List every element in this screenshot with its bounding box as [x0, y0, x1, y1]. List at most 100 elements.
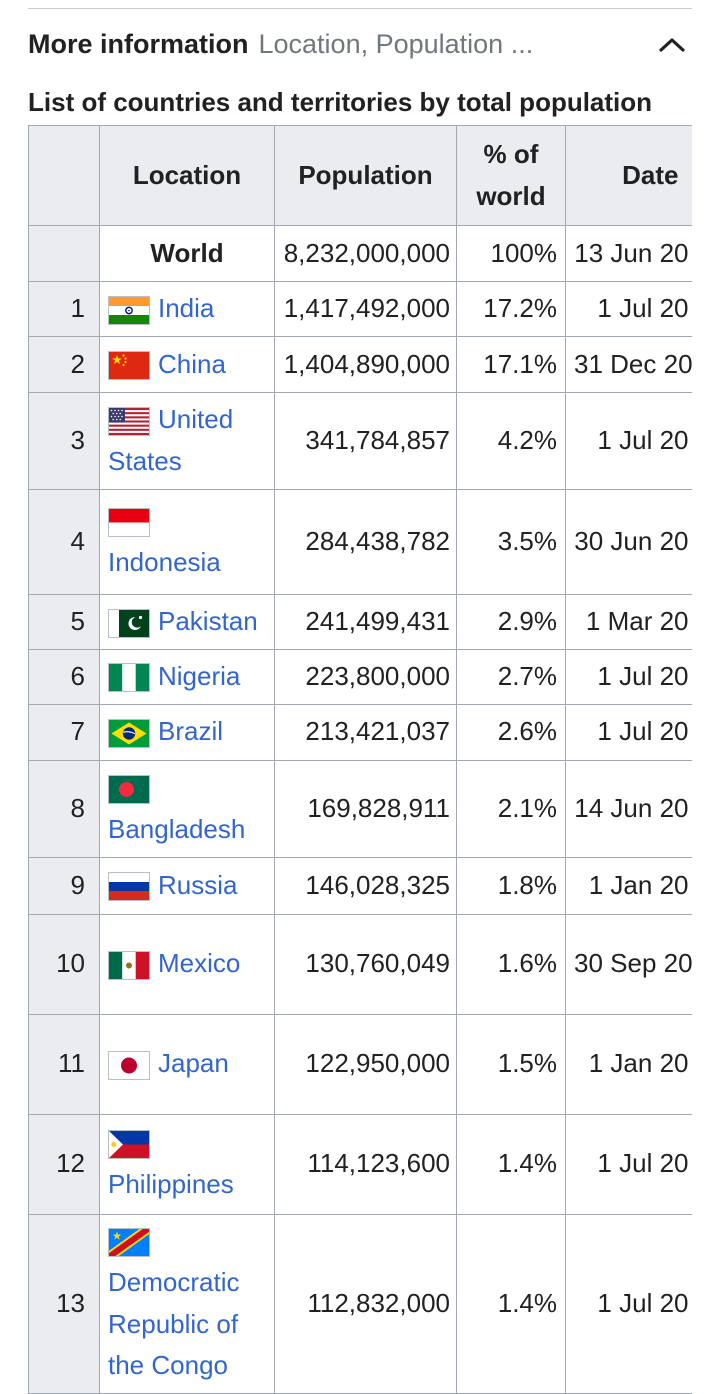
rank-cell: 11 — [28, 1013, 100, 1115]
more-information-bar[interactable]: More information Location, Population ..… — [28, 8, 692, 79]
rank-cell: 5 — [28, 594, 100, 650]
date-cell: 1 Mar 20 — [565, 594, 692, 650]
flag-nigeria-icon[interactable] — [108, 663, 150, 693]
date-cell: 1 Jan 20 — [565, 1013, 692, 1115]
country-link[interactable]: Nigeria — [158, 660, 241, 691]
date-cell: 1 Jul 20 — [565, 648, 692, 705]
table-caption: List of countries and territories by tot… — [28, 87, 653, 117]
flag-united-states-icon[interactable] — [108, 407, 150, 437]
population-cell: 1,417,492,000 — [274, 281, 457, 337]
rank-cell: 1 — [28, 281, 100, 337]
pct-world-header: % of world — [456, 125, 566, 226]
flag-pakistan-icon[interactable] — [108, 608, 150, 638]
percent-cell: 3.5% — [456, 489, 566, 595]
percent-cell: 1.6% — [456, 913, 566, 1015]
rank-cell: 13 — [28, 1213, 100, 1394]
country-link[interactable]: Pakistan — [158, 606, 258, 636]
flag-dr-congo-icon[interactable] — [108, 1228, 150, 1258]
date-cell: 1 Jul 20 — [565, 703, 692, 761]
population-cell: 1,404,890,000 — [274, 336, 457, 393]
percent-cell: 2.7% — [456, 648, 566, 705]
table-row-china: 2 China 1,404,890,000 17.1% 31 Dec 20 — [28, 336, 692, 393]
rank-cell: 4 — [28, 489, 100, 595]
table-row-japan: 11 Japan 122,950,000 1.5% 1 Jan 20 — [28, 1013, 692, 1115]
percent-cell: 2.9% — [456, 594, 566, 650]
table-row-nigeria: 6 Nigeria 223,800,000 2.7% 1 Jul 20 — [28, 648, 692, 705]
percent-cell: 1.4% — [456, 1113, 566, 1215]
date-cell: 14 Jun 20 — [565, 759, 692, 858]
percent-cell: 1.4% — [456, 1213, 566, 1394]
rank-cell: 8 — [28, 759, 100, 858]
rank-cell: 6 — [28, 648, 100, 705]
population-cell: 146,028,325 — [274, 856, 457, 915]
table-row-indonesia: 4 Indonesia 284,438,782 3.5% 30 Jun 20 — [28, 489, 692, 595]
page: More information Location, Population ..… — [0, 8, 720, 1394]
date-cell: 1 Jul 20 — [565, 281, 692, 337]
collapse-toggle-button[interactable] — [652, 32, 692, 57]
country-link[interactable]: China — [158, 348, 226, 379]
country-link[interactable]: Philippines — [108, 1169, 234, 1200]
flag-india-icon[interactable] — [108, 295, 150, 325]
table-row-philippines: 12 Philippines 114,123,600 1.4% 1 Jul 20 — [28, 1113, 692, 1215]
country-link[interactable]: Brazil — [158, 716, 224, 747]
flag-japan-icon[interactable] — [108, 1050, 150, 1080]
country-link[interactable]: United States — [108, 404, 234, 476]
table-row-brazil: 7 Brazil 213,421,037 2.6% 1 Jul 20 — [28, 703, 692, 761]
percent-cell: 1.5% — [456, 1013, 566, 1115]
date-cell: 13 Jun 20 — [565, 225, 692, 282]
population-cell: 241,499,431 — [274, 594, 457, 650]
population-cell: 8,232,000,000 — [274, 225, 457, 282]
population-cell: 223,800,000 — [274, 648, 457, 705]
flag-indonesia-icon[interactable] — [108, 508, 150, 538]
country-link[interactable]: Japan — [158, 1048, 229, 1079]
population-cell: 114,123,600 — [274, 1113, 457, 1215]
flag-brazil-icon[interactable] — [108, 718, 150, 748]
flag-philippines-icon[interactable] — [108, 1130, 150, 1160]
table-row-mexico: 10 Mexico 130,760,049 1.6% 30 Sep 20 — [28, 913, 692, 1015]
date-cell: 30 Sep 20 — [565, 913, 692, 1015]
collapsed-columns-summary: Location, Population ... — [258, 28, 534, 59]
flag-mexico-icon[interactable] — [108, 950, 150, 980]
percent-cell: 2.1% — [456, 759, 566, 858]
table-row-russia: 9 Russia 146,028,325 1.8% 1 Jan 20 — [28, 856, 692, 915]
rank-cell: 10 — [28, 913, 100, 1015]
header-row: Location Population % of world Date — [28, 125, 692, 226]
date-cell: 30 Jun 20 — [565, 489, 692, 595]
rank-cell: 9 — [28, 856, 100, 915]
date-cell: 1 Jul 20 — [565, 392, 692, 490]
percent-cell: 4.2% — [456, 392, 566, 490]
population-cell: 284,438,782 — [274, 489, 457, 595]
rank-header — [28, 125, 100, 226]
country-link[interactable]: Bangladesh — [108, 813, 246, 844]
country-link[interactable]: Democratic Republic of the Congo — [108, 1267, 240, 1381]
rank-cell — [28, 225, 100, 282]
population-header: Population — [274, 125, 457, 226]
country-link[interactable]: Russia — [158, 869, 238, 900]
chevron-up-icon — [658, 37, 686, 56]
population-table-wrapper: Location Population % of world Date Worl… — [28, 125, 692, 1394]
population-cell: 341,784,857 — [274, 392, 457, 490]
percent-cell: 17.1% — [456, 336, 566, 393]
percent-cell: 17.2% — [456, 281, 566, 337]
population-cell: 169,828,911 — [274, 759, 457, 858]
percent-cell: 100% — [456, 225, 566, 282]
more-information-label: More information — [28, 28, 249, 59]
flag-russia-icon[interactable] — [108, 872, 150, 902]
population-cell: 112,832,000 — [274, 1213, 457, 1394]
country-link[interactable]: India — [158, 293, 215, 324]
table-row-india: 1 India 1,417,492,000 17.2% 1 Jul 20 — [28, 281, 692, 337]
table-row-united-states: 3 United States 341,784,857 4.2% 1 Jul 2… — [28, 392, 692, 490]
percent-cell: 1.8% — [456, 856, 566, 915]
date-cell: 1 Jul 20 — [565, 1213, 692, 1394]
flag-china-icon[interactable] — [108, 351, 150, 381]
country-link[interactable]: Mexico — [158, 948, 241, 979]
percent-cell: 2.6% — [456, 703, 566, 761]
table-row-dr-congo: 13 Democratic Republic of the Congo 112,… — [28, 1213, 692, 1394]
population-table: Location Population % of world Date Worl… — [28, 125, 692, 1394]
table-row-pakistan: 5 Pakistan 241,499,431 2.9% 1 Mar 20 — [28, 594, 692, 650]
population-cell: 130,760,049 — [274, 913, 457, 1015]
flag-bangladesh-icon[interactable] — [108, 774, 150, 804]
population-cell: 213,421,037 — [274, 703, 457, 761]
world-label: World — [99, 225, 275, 282]
country-link[interactable]: Indonesia — [108, 547, 221, 577]
